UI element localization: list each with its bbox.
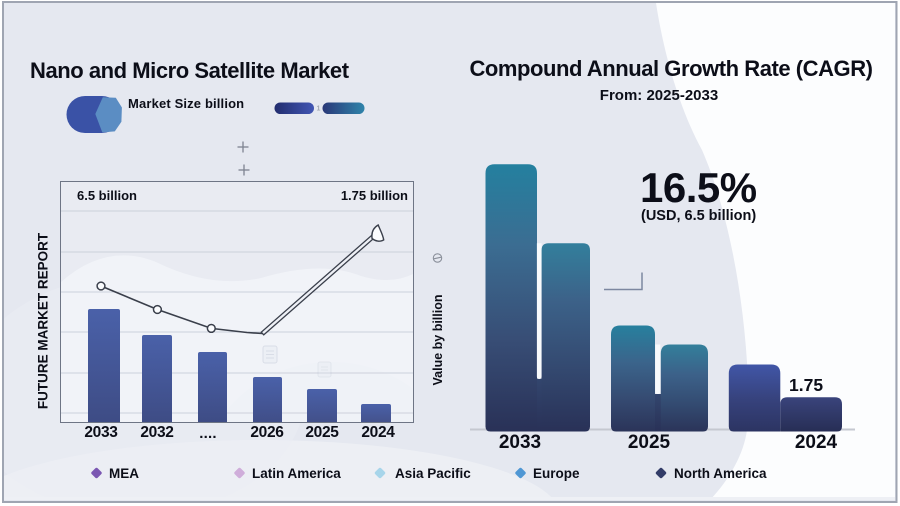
svg-text:1: 1: [317, 106, 321, 113]
